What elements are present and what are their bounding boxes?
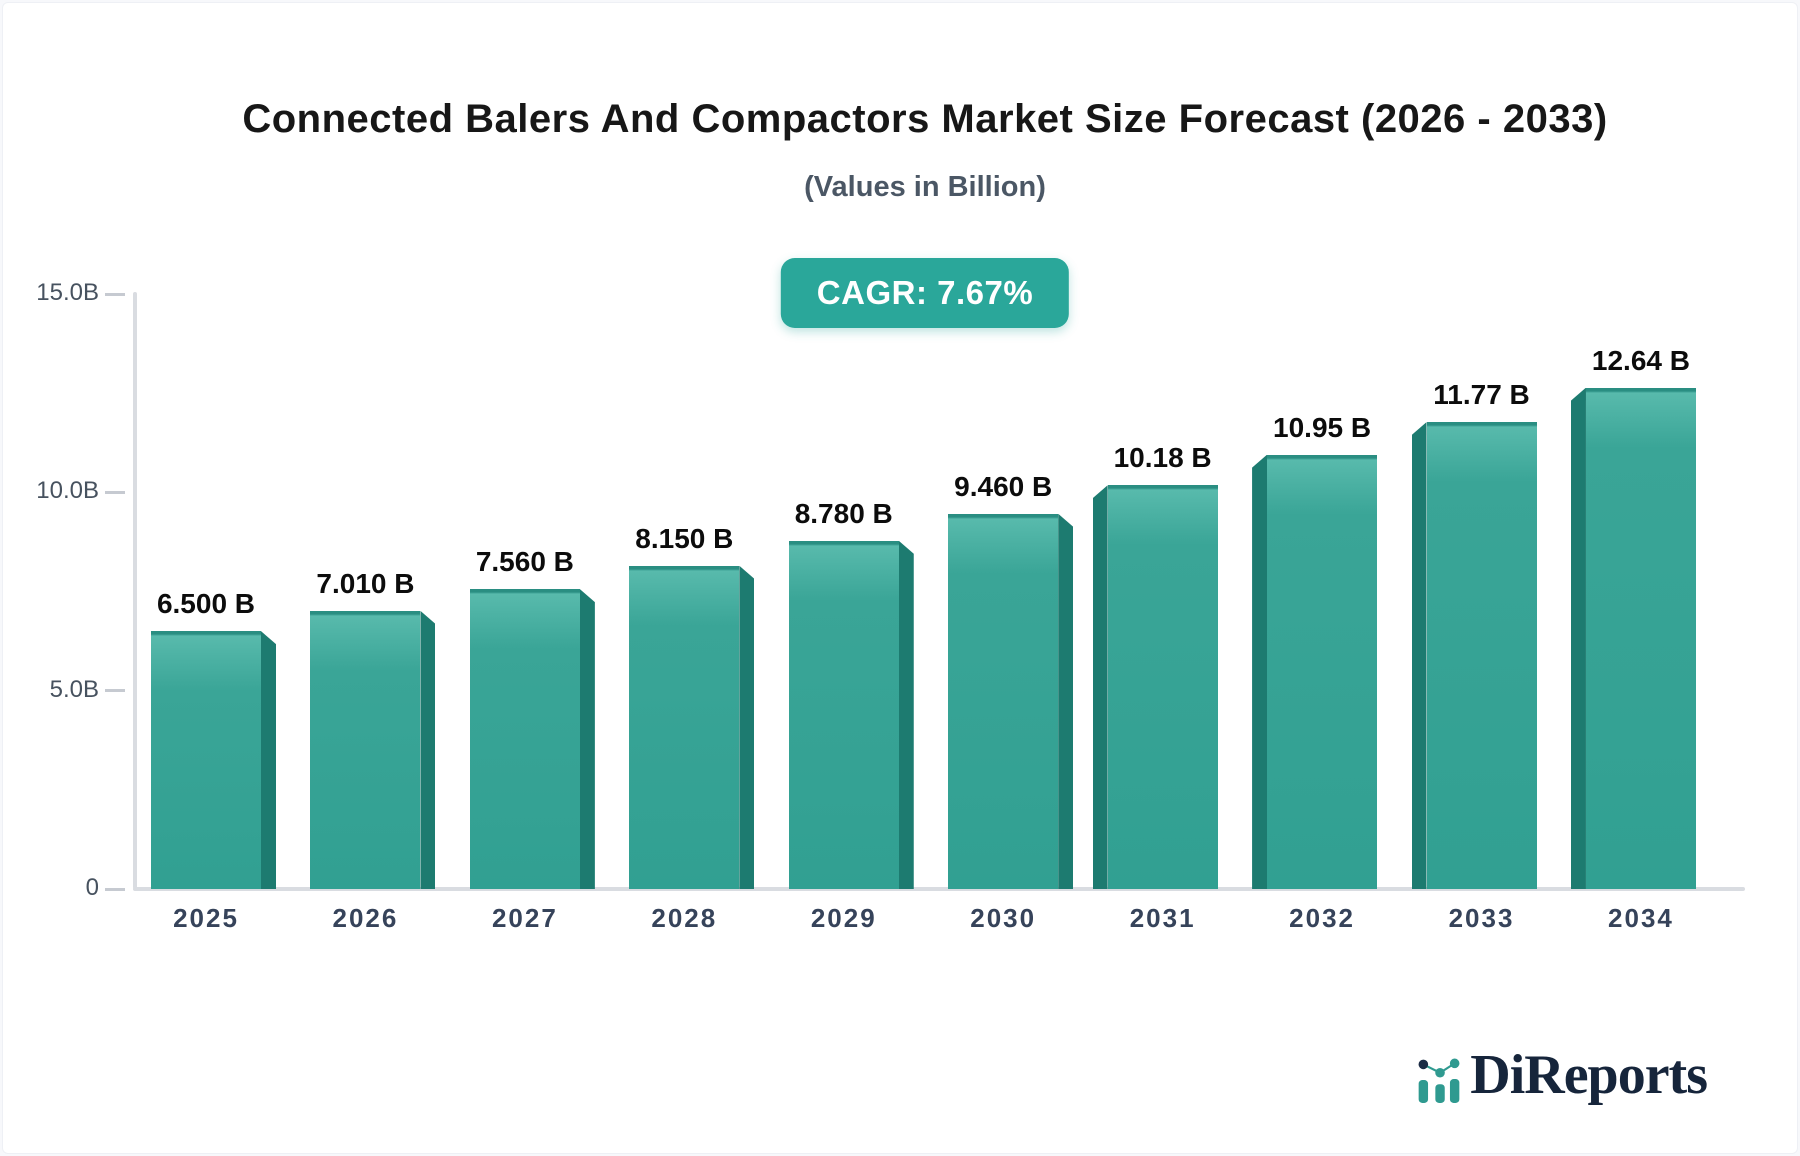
bar-value-label: 8.780 B [794,497,893,529]
bar-side-face [261,631,276,889]
x-axis-label: 2027 [491,903,558,933]
bar-2028 [629,565,740,889]
bar-2033 [1426,422,1537,889]
y-axis-tick [105,490,125,494]
y-axis-label: 5.0B [49,675,99,703]
plot-area: 15.0B 10.0B 5.0B 0 6.500 B 2025 7.010 B 2026 7.5… [3,3,1797,1153]
bar-side-face [898,540,914,889]
y-axis-tick [105,689,125,693]
bar-2031 [1107,485,1218,889]
x-axis-label: 2033 [1448,903,1515,933]
bar-value-label: 8.150 B [635,522,734,554]
bar-side-face [739,565,755,889]
x-axis-label: 2030 [970,903,1037,933]
bar-2027 [469,589,580,889]
bar-side-face [579,589,595,889]
bar-value-label: 6.500 B [156,588,256,620]
x-axis-label: 2028 [651,903,718,933]
x-axis-label: 2025 [173,903,239,933]
x-axis-label: 2026 [332,903,399,933]
bar-value-label: 9.460 B [954,470,1053,502]
bar-side-face [420,610,436,889]
x-axis-label: 2032 [1289,903,1355,933]
bar-2030 [948,513,1059,889]
bar-2025 [151,631,261,889]
chart-subtitle: (Values in Billion) [804,171,1046,203]
x-axis-label: 2031 [1129,903,1196,933]
x-axis-line [133,887,1745,891]
chart-title: Connected Balers And Compactors Market S… [242,97,1608,141]
bar-side-face [1570,387,1586,889]
bar-value-label: 10.18 B [1113,442,1212,474]
bar-value-label: 10.95 B [1273,411,1372,443]
y-axis-tick [105,292,125,296]
x-axis-label: 2029 [810,903,877,933]
bar-side-face [1092,485,1108,889]
bar-2026 [310,610,421,889]
brand-name: DiReports [1470,1044,1708,1106]
brand-logo: DiReports [1416,1044,1708,1106]
y-axis-label: 10.0B [36,477,99,505]
bar-value-label: 11.77 B [1433,379,1530,411]
y-axis-label: 0 [85,874,99,901]
bar-value-label: 12.64 B [1591,344,1690,376]
y-axis-tick [105,887,125,891]
bar-value-label: 7.010 B [316,567,415,599]
direports-logo-icon [1418,1058,1460,1103]
cagr-badge: CAGR: 7.67% [780,258,1070,328]
bar-side-face [1411,422,1427,889]
x-axis-label: 2034 [1608,903,1674,933]
bar-2029 [788,540,899,889]
bar-2034 [1585,387,1696,889]
y-axis-label: 15.0B [36,279,99,306]
bar-2032 [1267,454,1378,889]
bar-side-face [1252,454,1268,889]
y-axis-line [133,292,137,889]
bar-side-face [1058,513,1074,889]
bar-value-label: 7.560 B [475,546,574,578]
